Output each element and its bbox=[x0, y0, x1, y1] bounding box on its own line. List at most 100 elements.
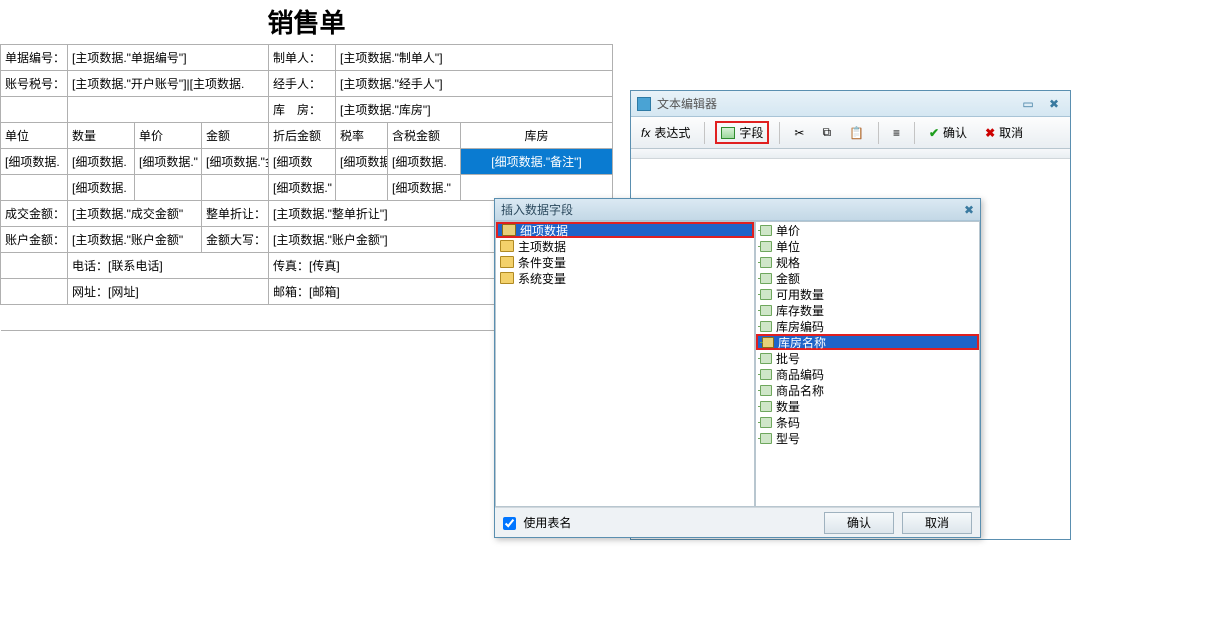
field-item[interactable]: 单价 bbox=[756, 222, 979, 238]
report-cell[interactable]: 含税金额 bbox=[388, 122, 461, 148]
cancel-button[interactable]: ✖ 取消 bbox=[981, 122, 1027, 143]
field-label: 库存数量 bbox=[776, 302, 824, 319]
category-item[interactable]: 系统变量 bbox=[496, 270, 754, 286]
field-item[interactable]: 规格 bbox=[756, 254, 979, 270]
report-cell[interactable]: [细项数据."备注"] bbox=[461, 148, 613, 174]
maximize-icon[interactable]: ▭ bbox=[1018, 96, 1038, 112]
field-label: 批号 bbox=[776, 350, 800, 367]
field-item[interactable]: 库存数量 bbox=[756, 302, 979, 318]
field-label: 单位 bbox=[776, 238, 800, 255]
use-table-name-checkbox[interactable]: 使用表名 bbox=[503, 514, 571, 531]
field-label: 数量 bbox=[776, 398, 800, 415]
field-item[interactable]: 商品名称 bbox=[756, 382, 979, 398]
field-label: 型号 bbox=[776, 430, 800, 447]
report-cell[interactable]: 金额大写： bbox=[202, 226, 269, 252]
cut-button[interactable]: ✂ bbox=[790, 124, 808, 142]
category-item[interactable]: 主项数据 bbox=[496, 238, 754, 254]
report-cell[interactable]: [细项数据. bbox=[1, 148, 68, 174]
toolbar-sep bbox=[779, 122, 780, 144]
field-icon bbox=[721, 127, 735, 139]
report-cell[interactable]: [主项数据."经手人"] bbox=[336, 70, 613, 96]
report-cell[interactable] bbox=[135, 174, 202, 200]
report-cell[interactable]: 单据编号： bbox=[1, 44, 68, 70]
dialog-ok-button[interactable]: 确认 bbox=[824, 512, 894, 534]
field-item[interactable]: 单位 bbox=[756, 238, 979, 254]
report-cell[interactable]: 库房 bbox=[461, 122, 613, 148]
report-cell[interactable]: [主项数据."成交金额" bbox=[68, 200, 202, 226]
dialog-titlebar[interactable]: 插入数据字段 ✖ bbox=[495, 199, 980, 221]
report-cell[interactable] bbox=[1, 96, 68, 122]
report-cell[interactable]: 网址：[网址] bbox=[68, 278, 269, 304]
report-cell[interactable]: 单价 bbox=[135, 122, 202, 148]
field-item[interactable]: 数量 bbox=[756, 398, 979, 414]
dialog-body: 细项数据主项数据条件变量系统变量 单价单位规格金额可用数量库存数量库房编码库房名… bbox=[495, 221, 980, 507]
editor-toolbar: fx 表达式 字段 ✂ ⧉ 📋 ≡ ✔ 确认 ✖ 取消 bbox=[631, 117, 1070, 149]
field-button[interactable]: 字段 bbox=[715, 121, 769, 144]
editor-titlebar[interactable]: 文本编辑器 ▭ ✖ bbox=[631, 91, 1070, 117]
category-item[interactable]: 细项数据 bbox=[496, 222, 754, 238]
ok-button[interactable]: ✔ 确认 bbox=[925, 122, 971, 143]
report-cell[interactable]: [细项数据. bbox=[388, 148, 461, 174]
field-item[interactable]: 库房名称 bbox=[756, 334, 979, 350]
align-button[interactable]: ≡ bbox=[889, 124, 904, 142]
report-cell[interactable]: [主项数据."制单人"] bbox=[336, 44, 613, 70]
dialog-title: 插入数据字段 bbox=[501, 201, 573, 218]
close-icon[interactable]: ✖ bbox=[1044, 96, 1064, 112]
use-table-name-input[interactable] bbox=[503, 517, 516, 530]
field-item[interactable]: 批号 bbox=[756, 350, 979, 366]
report-cell[interactable]: 库 房： bbox=[269, 96, 336, 122]
close-icon[interactable]: ✖ bbox=[964, 203, 974, 217]
report-cell[interactable]: [细项数据. bbox=[68, 148, 135, 174]
copy-icon: ⧉ bbox=[822, 125, 831, 140]
field-icon bbox=[760, 401, 772, 412]
report-cell[interactable] bbox=[1, 278, 68, 304]
dialog-right-pane[interactable]: 单价单位规格金额可用数量库存数量库房编码库房名称批号商品编码商品名称数量条码型号 bbox=[755, 221, 980, 507]
paste-button[interactable]: 📋 bbox=[845, 124, 868, 142]
field-item[interactable]: 金额 bbox=[756, 270, 979, 286]
report-cell[interactable]: 制单人： bbox=[269, 44, 336, 70]
report-cell[interactable] bbox=[68, 96, 269, 122]
report-cell[interactable] bbox=[1, 252, 68, 278]
field-icon bbox=[760, 289, 772, 300]
report-cell[interactable] bbox=[461, 174, 613, 200]
category-item[interactable]: 条件变量 bbox=[496, 254, 754, 270]
field-item[interactable]: 可用数量 bbox=[756, 286, 979, 302]
report-cell[interactable]: 账户金额： bbox=[1, 226, 68, 252]
report-cell[interactable]: [细项数据." bbox=[135, 148, 202, 174]
field-item[interactable]: 商品编码 bbox=[756, 366, 979, 382]
report-cell[interactable] bbox=[336, 174, 388, 200]
report-cell[interactable]: 单位 bbox=[1, 122, 68, 148]
report-cell[interactable]: 电话：[联系电话] bbox=[68, 252, 269, 278]
report-cell[interactable]: [细项数 bbox=[269, 148, 336, 174]
report-cell[interactable]: [细项数据." bbox=[388, 174, 461, 200]
report-cell[interactable]: 数量 bbox=[68, 122, 135, 148]
report-cell[interactable]: [主项数据."库房"] bbox=[336, 96, 613, 122]
report-cell[interactable] bbox=[1, 174, 68, 200]
report-cell[interactable]: [主项数据."账户金额" bbox=[68, 226, 202, 252]
report-cell[interactable]: 整单折让： bbox=[202, 200, 269, 226]
field-label: 条码 bbox=[776, 414, 800, 431]
expression-button[interactable]: fx 表达式 bbox=[637, 122, 694, 143]
report-cell[interactable]: [主项数据."开户账号"]|[主项数据. bbox=[68, 70, 269, 96]
report-cell[interactable]: 折后金额 bbox=[269, 122, 336, 148]
field-item[interactable]: 条码 bbox=[756, 414, 979, 430]
report-cell[interactable]: [主项数据."单据编号"] bbox=[68, 44, 269, 70]
align-icon: ≡ bbox=[893, 126, 900, 140]
report-cell[interactable]: [细项数据." bbox=[336, 148, 388, 174]
report-cell[interactable]: [细项数据. bbox=[68, 174, 135, 200]
field-item[interactable]: 库房编码 bbox=[756, 318, 979, 334]
copy-button[interactable]: ⧉ bbox=[818, 123, 835, 142]
report-cell[interactable]: 成交金额： bbox=[1, 200, 68, 226]
dialog-cancel-button[interactable]: 取消 bbox=[902, 512, 972, 534]
report-cell[interactable] bbox=[202, 174, 269, 200]
report-cell[interactable]: [细项数据." bbox=[269, 174, 336, 200]
field-icon bbox=[762, 337, 774, 348]
report-cell[interactable]: 账号税号： bbox=[1, 70, 68, 96]
report-cell[interactable]: 税率 bbox=[336, 122, 388, 148]
report-cell[interactable]: [细项数据."金 bbox=[202, 148, 269, 174]
dialog-left-pane[interactable]: 细项数据主项数据条件变量系统变量 bbox=[495, 221, 755, 507]
report-cell[interactable]: 经手人： bbox=[269, 70, 336, 96]
insert-field-dialog: 插入数据字段 ✖ 细项数据主项数据条件变量系统变量 单价单位规格金额可用数量库存… bbox=[494, 198, 981, 538]
report-cell[interactable]: 金额 bbox=[202, 122, 269, 148]
field-item[interactable]: 型号 bbox=[756, 430, 979, 446]
